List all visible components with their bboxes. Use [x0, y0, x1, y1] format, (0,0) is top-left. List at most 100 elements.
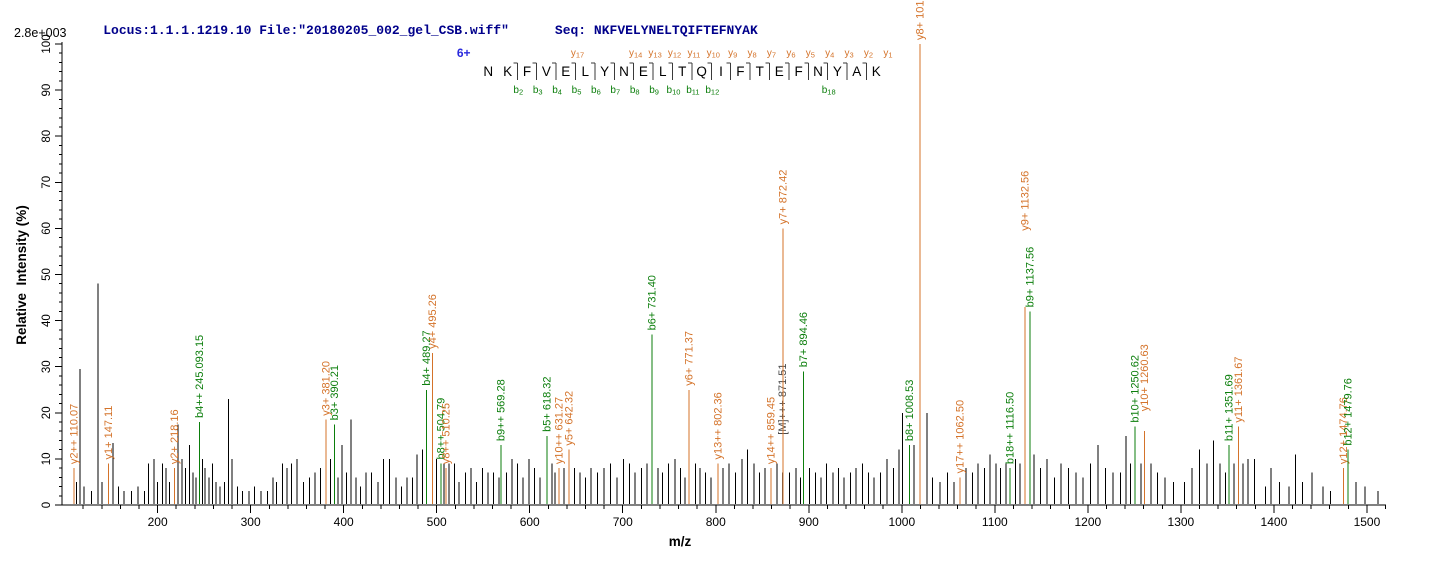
y-ion-label: y4 — [825, 48, 834, 60]
y-ion-label: y9 — [728, 48, 737, 60]
residue-letter: N — [619, 64, 629, 79]
residue-letter: L — [659, 64, 667, 79]
seq-value: NKFVELYNELTQIFTEFNYAK — [593, 23, 758, 38]
b-ion-label: b10 — [667, 85, 681, 97]
peak-label: b11+ 1351.69 — [1223, 374, 1235, 441]
x-axis-title: m/z — [669, 534, 692, 549]
peak-label: y13++ 802.36 — [712, 392, 724, 459]
peak-label: b10+ 1250.62 — [1129, 355, 1141, 423]
charge-state-label: 6+ — [457, 46, 471, 60]
residue-letter: L — [581, 64, 589, 79]
residue-letter: A — [852, 64, 861, 79]
x-tick-label: 600 — [520, 515, 540, 529]
x-tick-label: 200 — [148, 515, 168, 529]
peak-label: b4+ 489.27 — [421, 330, 433, 385]
x-tick-label: 1000 — [888, 515, 915, 529]
y-tick-label: 20 — [41, 406, 53, 419]
peak-label: y1+ 147.11 — [103, 406, 115, 460]
y-ion-label: y12 — [668, 48, 681, 60]
residue-letter: Y — [600, 64, 609, 79]
y-tick-label: 80 — [41, 130, 53, 143]
peak-label: y10++ 631.27 — [553, 397, 565, 464]
residue-letter: I — [719, 64, 723, 79]
peak-label: b7+ 894.46 — [798, 312, 810, 367]
y-tick-label: 0 — [41, 502, 53, 508]
residue-letter: T — [678, 64, 686, 79]
x-tick-label: 1300 — [1168, 515, 1195, 529]
peak-label: b8+ 1008.53 — [904, 380, 916, 441]
x-tick-label: 400 — [334, 515, 354, 529]
b-ion-label: b6 — [591, 85, 601, 97]
y-ion-label: y2 — [864, 48, 873, 60]
residue-letter: E — [561, 64, 570, 79]
noise-peaks — [76, 283, 1379, 504]
y-ion-label: y1 — [883, 48, 892, 60]
y-ion-label: y6 — [786, 48, 795, 60]
residue-letter: Q — [696, 64, 707, 79]
y-ion-label: y3 — [845, 48, 854, 60]
b-ion-label: b12 — [705, 85, 719, 97]
residue-letter: T — [756, 64, 764, 79]
b-ion-label: b4 — [552, 85, 562, 97]
residue-letter: E — [775, 64, 784, 79]
y-tick-label: 40 — [41, 314, 53, 327]
x-tick-label: 300 — [241, 515, 261, 529]
peak-label: y11+ 1361.67 — [1233, 356, 1245, 422]
peak-label: y10+ 1260.63 — [1139, 344, 1151, 411]
y-ion-label: y5 — [806, 48, 815, 60]
residue-letter: K — [503, 64, 512, 79]
residue-letter: N — [813, 64, 823, 79]
peak-label: y4+ 495.26 — [427, 294, 439, 349]
peak-label: y2+ 218.16 — [169, 409, 181, 464]
y-ion-label: y14 — [629, 48, 642, 60]
y-tick-label: 50 — [41, 268, 53, 281]
header: Locus:1.1.1.1219.10 File:"20180205_002_g… — [72, 8, 758, 53]
b-ion-label: b3 — [533, 85, 543, 97]
x-tick-label: 500 — [427, 515, 447, 529]
b-ion-label: b8 — [630, 85, 640, 97]
peak-label: y9+ 1132.56 — [1020, 171, 1032, 231]
peak-label: b6+ 731.40 — [646, 275, 658, 330]
y-ion-label: y17 — [571, 48, 584, 60]
max-intensity-label: 2.8e+003 — [14, 26, 67, 40]
y-tick-label: 10 — [41, 453, 53, 466]
x-tick-label: 1100 — [982, 515, 1008, 529]
x-tick-label: 1400 — [1261, 515, 1288, 529]
peak-label: y8++ 510.25 — [441, 403, 453, 464]
residue-letter: E — [639, 64, 648, 79]
y-tick-label: 60 — [41, 222, 53, 235]
y-tick-label: 70 — [41, 176, 53, 189]
seq-label: Seq: — [554, 23, 587, 38]
peak-label: y17++ 1062.50 — [954, 400, 966, 473]
y-ion-label: y8 — [748, 48, 757, 60]
x-tick-label: 1500 — [1354, 515, 1381, 529]
b-ion-label: b11 — [686, 85, 699, 97]
peak-label: y5+ 642.32 — [564, 391, 576, 446]
y-tick-label: 100 — [41, 34, 53, 53]
axes: 200 300 400 500 600 700 800 900 1000 1100 1200 1300… — [41, 34, 1387, 529]
peak-label: y3+ 381.20 — [321, 361, 333, 416]
peak-label: b18++ 1116.50 — [1005, 392, 1017, 464]
y-axis-title: Relative Intensity (%) — [14, 205, 29, 345]
residue-letter: Y — [833, 64, 842, 79]
peak-label: b8++ 504.79 — [436, 398, 448, 460]
residue-letter: V — [542, 64, 551, 79]
y-ion-label: y13 — [648, 48, 661, 60]
x-tick-label: 900 — [799, 515, 819, 529]
x-tick-label: 700 — [613, 515, 633, 529]
peak-label: y12+ 1474.76 — [1338, 397, 1350, 464]
peak-label: b3+ 390.21 — [329, 365, 341, 420]
peak-label: y2++ 110.07 — [68, 404, 80, 464]
residue-letter: F — [736, 64, 744, 79]
b-ion-label: b2 — [513, 85, 523, 97]
b-ion-label: b5 — [572, 85, 582, 97]
peak-label: b5+ 618.32 — [541, 376, 553, 431]
b-ion-label: b18 — [822, 85, 836, 97]
residue-letter: N — [483, 64, 493, 79]
y-ion-label: y10 — [707, 48, 720, 60]
locus-file-label: Locus:1.1.1.1219.10 File:"20180205_002_g… — [103, 23, 509, 38]
y-tick-label: 90 — [41, 84, 53, 97]
peak-label: b12+ 1479.76 — [1343, 378, 1355, 446]
